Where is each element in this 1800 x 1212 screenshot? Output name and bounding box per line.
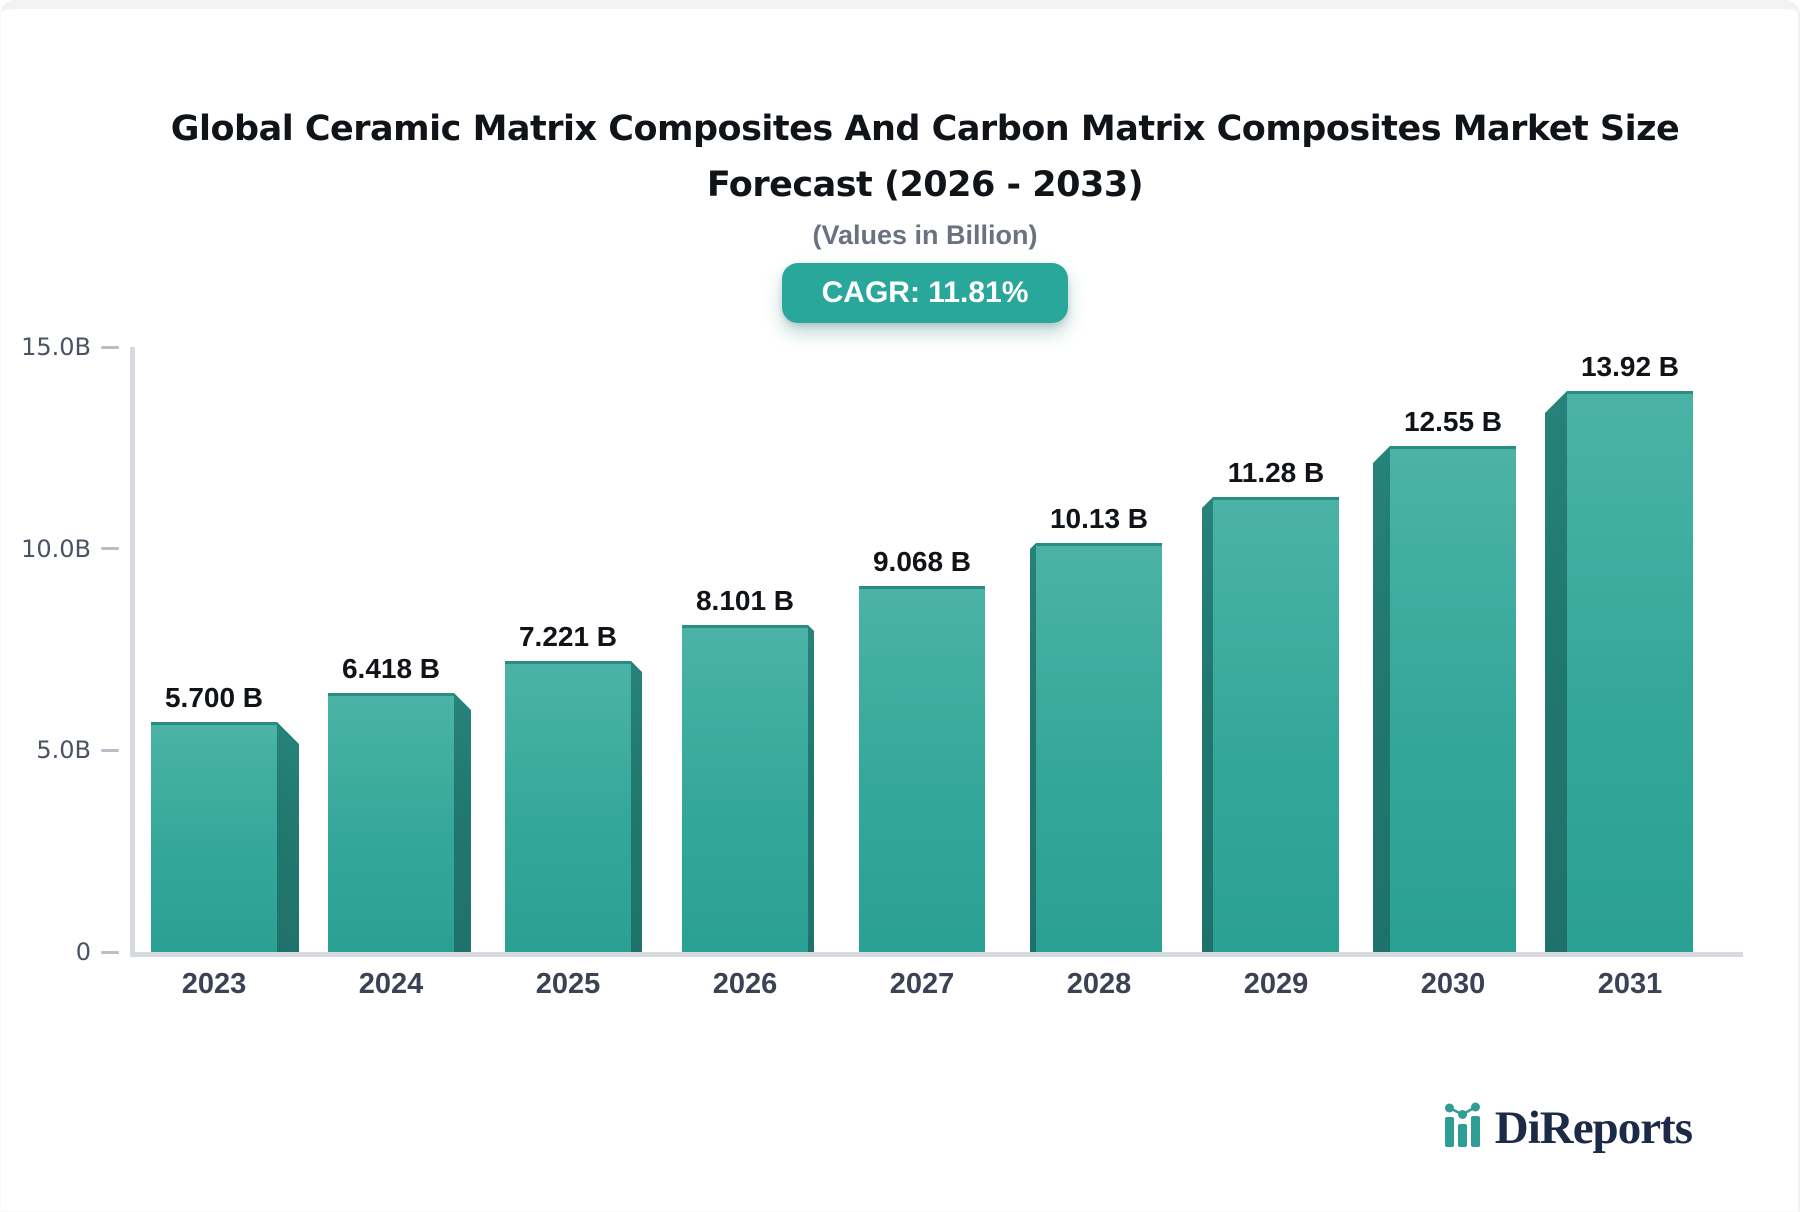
- y-tick-label: 0: [75, 938, 91, 966]
- bar-side-face: [277, 722, 299, 952]
- y-tick-dash: [101, 950, 119, 954]
- x-axis-line: [130, 952, 1743, 957]
- x-tick-label: 2025: [535, 968, 601, 1000]
- bar-value-label: 7.221 B: [518, 620, 618, 652]
- cagr-badge: CAGR: 11.81%: [781, 263, 1069, 323]
- y-tick-dash: [101, 547, 119, 551]
- mini-bar-chart-icon: [1444, 1102, 1480, 1147]
- chart-title-line2: Forecast (2026 - 2033): [706, 165, 1144, 205]
- bar-front-face: [1213, 497, 1339, 952]
- x-tick-label: 2029: [1243, 968, 1309, 1000]
- bar-value-label: 6.418 B: [341, 653, 441, 685]
- bar-value-label: 8.101 B: [695, 585, 795, 617]
- bar-side-face: [631, 660, 642, 952]
- bar-front-face: [328, 693, 454, 952]
- x-tick-label: 2027: [889, 968, 955, 1000]
- y-tick-label: 10.0B: [21, 534, 91, 563]
- bar-value-label: 11.28 B: [1227, 457, 1325, 489]
- bar-value-label: 10.13 B: [1049, 503, 1149, 535]
- bar: [1373, 445, 1516, 952]
- chart-header: Global Ceramic Matrix Composites And Car…: [1, 9, 1798, 323]
- chart-title-line1: Global Ceramic Matrix Composites And Car…: [170, 109, 1680, 149]
- bar-front-face: [1390, 445, 1516, 952]
- direports-logo: DiReports: [1444, 1101, 1693, 1154]
- bar: [1202, 497, 1339, 952]
- bar: [328, 693, 471, 952]
- bar-chart-plot: 15.0B 10.0B 5.0B 0 5.700 B 2023 6.418 B 2024 7.…: [1, 9, 1798, 1211]
- x-tick-label: 2030: [1420, 968, 1486, 1000]
- bar-front-face: [151, 722, 277, 952]
- x-tick-label: 2023: [181, 968, 247, 1000]
- bar-side-face: [1545, 390, 1567, 952]
- chart-title: Global Ceramic Matrix Composites And Car…: [135, 101, 1715, 213]
- bar-side-face: [454, 693, 471, 952]
- bar-front-face: [505, 660, 631, 952]
- bar: [1030, 543, 1162, 952]
- y-tick-label: 5.0B: [36, 736, 91, 765]
- bar-front-face: [682, 625, 808, 952]
- bar-side-face: [1202, 497, 1213, 952]
- x-tick-label: 2024: [358, 968, 424, 1000]
- bar-value-label: 9.068 B: [872, 546, 972, 578]
- bar-value-label: 13.92 B: [1580, 350, 1680, 382]
- bar: [1545, 390, 1693, 952]
- y-axis-line: [130, 347, 135, 957]
- bar-front-face: [1567, 390, 1693, 952]
- logo-text: DiReports: [1494, 1102, 1693, 1154]
- chart-subtitle: (Values in Billion): [812, 220, 1038, 250]
- x-tick-label: 2031: [1597, 968, 1663, 1000]
- bar-side-face: [808, 625, 814, 952]
- bar: [682, 625, 814, 952]
- bar: [505, 660, 642, 952]
- bar-value-label: 5.700 B: [164, 682, 264, 714]
- bar: [151, 722, 299, 952]
- bar-front-face: [859, 586, 985, 952]
- y-tick-dash: [101, 748, 119, 752]
- bar: [859, 586, 985, 952]
- bar-value-label: 12.55 B: [1403, 405, 1503, 437]
- x-tick-label: 2028: [1066, 968, 1132, 1000]
- x-tick-label: 2026: [712, 968, 778, 1000]
- bar-side-face: [1373, 445, 1390, 952]
- bar-side-face: [1030, 543, 1036, 952]
- y-tick-label: 15.0B: [21, 333, 91, 361]
- bar-front-face: [1036, 543, 1162, 952]
- y-tick-dash: [101, 345, 119, 349]
